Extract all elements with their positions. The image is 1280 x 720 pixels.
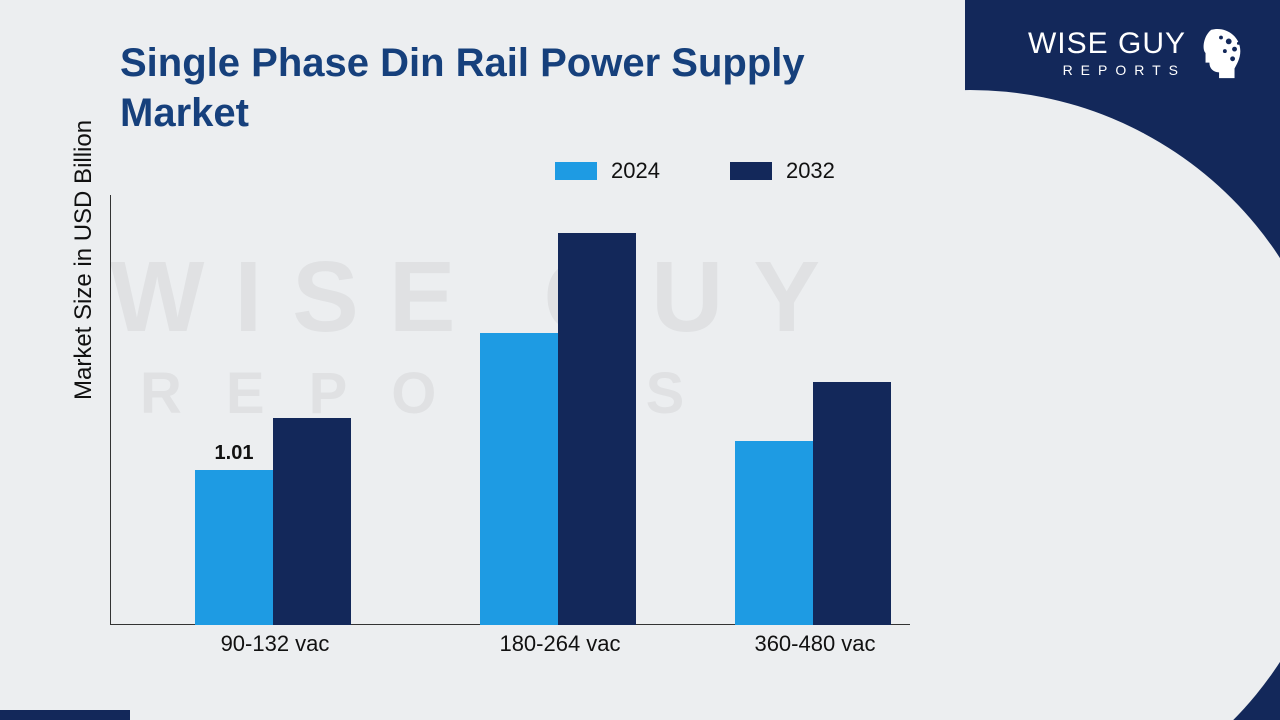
- bar-2032: [273, 418, 351, 625]
- bar-2024: [480, 333, 558, 625]
- legend-swatch-2032: [730, 162, 772, 180]
- y-axis-line: [110, 195, 111, 625]
- logo-line2: REPORTS: [1028, 63, 1186, 77]
- logo: WISE GUY REPORTS: [1028, 24, 1250, 82]
- bar-2024: [735, 441, 813, 625]
- bar-pair: [705, 195, 925, 625]
- bar-2032: [813, 382, 891, 625]
- y-axis-label: Market Size in USD Billion: [70, 120, 98, 400]
- bar-value-label: 1.01: [195, 442, 273, 465]
- legend-item-2024: 2024: [555, 158, 660, 184]
- chart-title: Single Phase Din Rail Power Supply Marke…: [120, 38, 880, 138]
- legend-label-2024: 2024: [611, 158, 660, 184]
- logo-text: WISE GUY REPORTS: [1028, 29, 1186, 77]
- category-group: 360-480 vac: [705, 195, 925, 625]
- category-group: 180-264 vac: [450, 195, 670, 625]
- chart-canvas: WISE GUY REPORTS Single Phase Din Rail P…: [0, 0, 1280, 720]
- accent-bar: [0, 710, 130, 720]
- bar-pair: [450, 195, 670, 625]
- bar-2032: [558, 233, 636, 625]
- bar-2024: 1.01: [195, 470, 273, 625]
- head-icon: [1192, 24, 1250, 82]
- category-label: 90-132 vac: [165, 631, 385, 657]
- legend-item-2032: 2032: [730, 158, 835, 184]
- plot-area: 1.0190-132 vac180-264 vac360-480 vac: [110, 195, 910, 625]
- legend-label-2032: 2032: [786, 158, 835, 184]
- category-label: 360-480 vac: [705, 631, 925, 657]
- legend: 2024 2032: [555, 158, 835, 184]
- bar-pair: 1.01: [165, 195, 385, 625]
- legend-swatch-2024: [555, 162, 597, 180]
- category-label: 180-264 vac: [450, 631, 670, 657]
- category-group: 1.0190-132 vac: [165, 195, 385, 625]
- logo-line1: WISE GUY: [1028, 29, 1186, 59]
